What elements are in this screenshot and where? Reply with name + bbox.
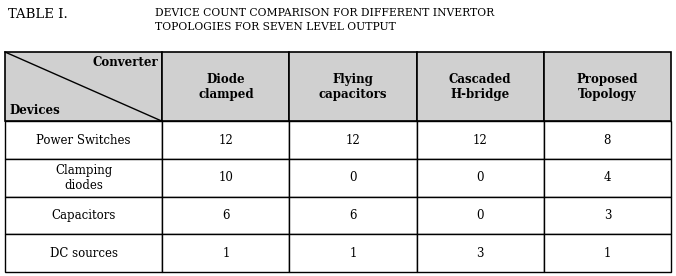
Text: 10: 10 (218, 171, 233, 184)
Text: TABLE I.: TABLE I. (8, 8, 68, 21)
Text: 3: 3 (604, 209, 611, 222)
Bar (289, 121, 416, 159)
Bar (544, 121, 671, 159)
Text: Diode
clamped: Diode clamped (198, 73, 254, 101)
Bar (544, 52, 671, 121)
Bar (416, 52, 544, 121)
Bar (162, 197, 289, 234)
Text: DEVICE COUNT COMPARISON FOR DIFFERENT INVERTOR: DEVICE COUNT COMPARISON FOR DIFFERENT IN… (155, 8, 494, 18)
Bar (289, 234, 416, 272)
Text: Flying
capacitors: Flying capacitors (319, 73, 387, 101)
Text: DC sources: DC sources (49, 247, 118, 260)
Text: 4: 4 (604, 171, 611, 184)
Text: 6: 6 (222, 209, 230, 222)
Text: 1: 1 (604, 247, 611, 260)
Bar (162, 121, 289, 159)
Bar (162, 52, 289, 121)
Text: Devices: Devices (9, 104, 59, 117)
Text: 0: 0 (349, 171, 357, 184)
Text: 0: 0 (477, 171, 484, 184)
Text: 12: 12 (345, 134, 360, 147)
Text: TOPOLOGIES FOR SEVEN LEVEL OUTPUT: TOPOLOGIES FOR SEVEN LEVEL OUTPUT (155, 22, 396, 32)
Text: Cascaded
H-bridge: Cascaded H-bridge (449, 73, 512, 101)
Bar (289, 52, 416, 121)
Bar (416, 159, 544, 197)
Text: 6: 6 (349, 209, 357, 222)
Text: 1: 1 (222, 247, 230, 260)
Bar (289, 159, 416, 197)
Text: Proposed
Topology: Proposed Topology (577, 73, 638, 101)
Bar (544, 197, 671, 234)
Text: Power Switches: Power Switches (37, 134, 131, 147)
Bar (544, 234, 671, 272)
Text: 0: 0 (477, 209, 484, 222)
Bar (5, 159, 162, 197)
Text: Capacitors: Capacitors (51, 209, 116, 222)
Text: 1: 1 (349, 247, 357, 260)
Bar (289, 197, 416, 234)
Bar (162, 234, 289, 272)
Bar (5, 197, 162, 234)
Text: 12: 12 (218, 134, 233, 147)
Text: 12: 12 (473, 134, 487, 147)
Text: Converter: Converter (93, 56, 158, 69)
Text: Clamping
diodes: Clamping diodes (55, 164, 112, 192)
Bar (416, 121, 544, 159)
Bar (544, 159, 671, 197)
Bar (5, 234, 162, 272)
Bar (5, 52, 162, 121)
Text: 3: 3 (477, 247, 484, 260)
Text: 8: 8 (604, 134, 611, 147)
Bar (416, 234, 544, 272)
Bar (5, 121, 162, 159)
Bar (416, 197, 544, 234)
Bar (162, 159, 289, 197)
